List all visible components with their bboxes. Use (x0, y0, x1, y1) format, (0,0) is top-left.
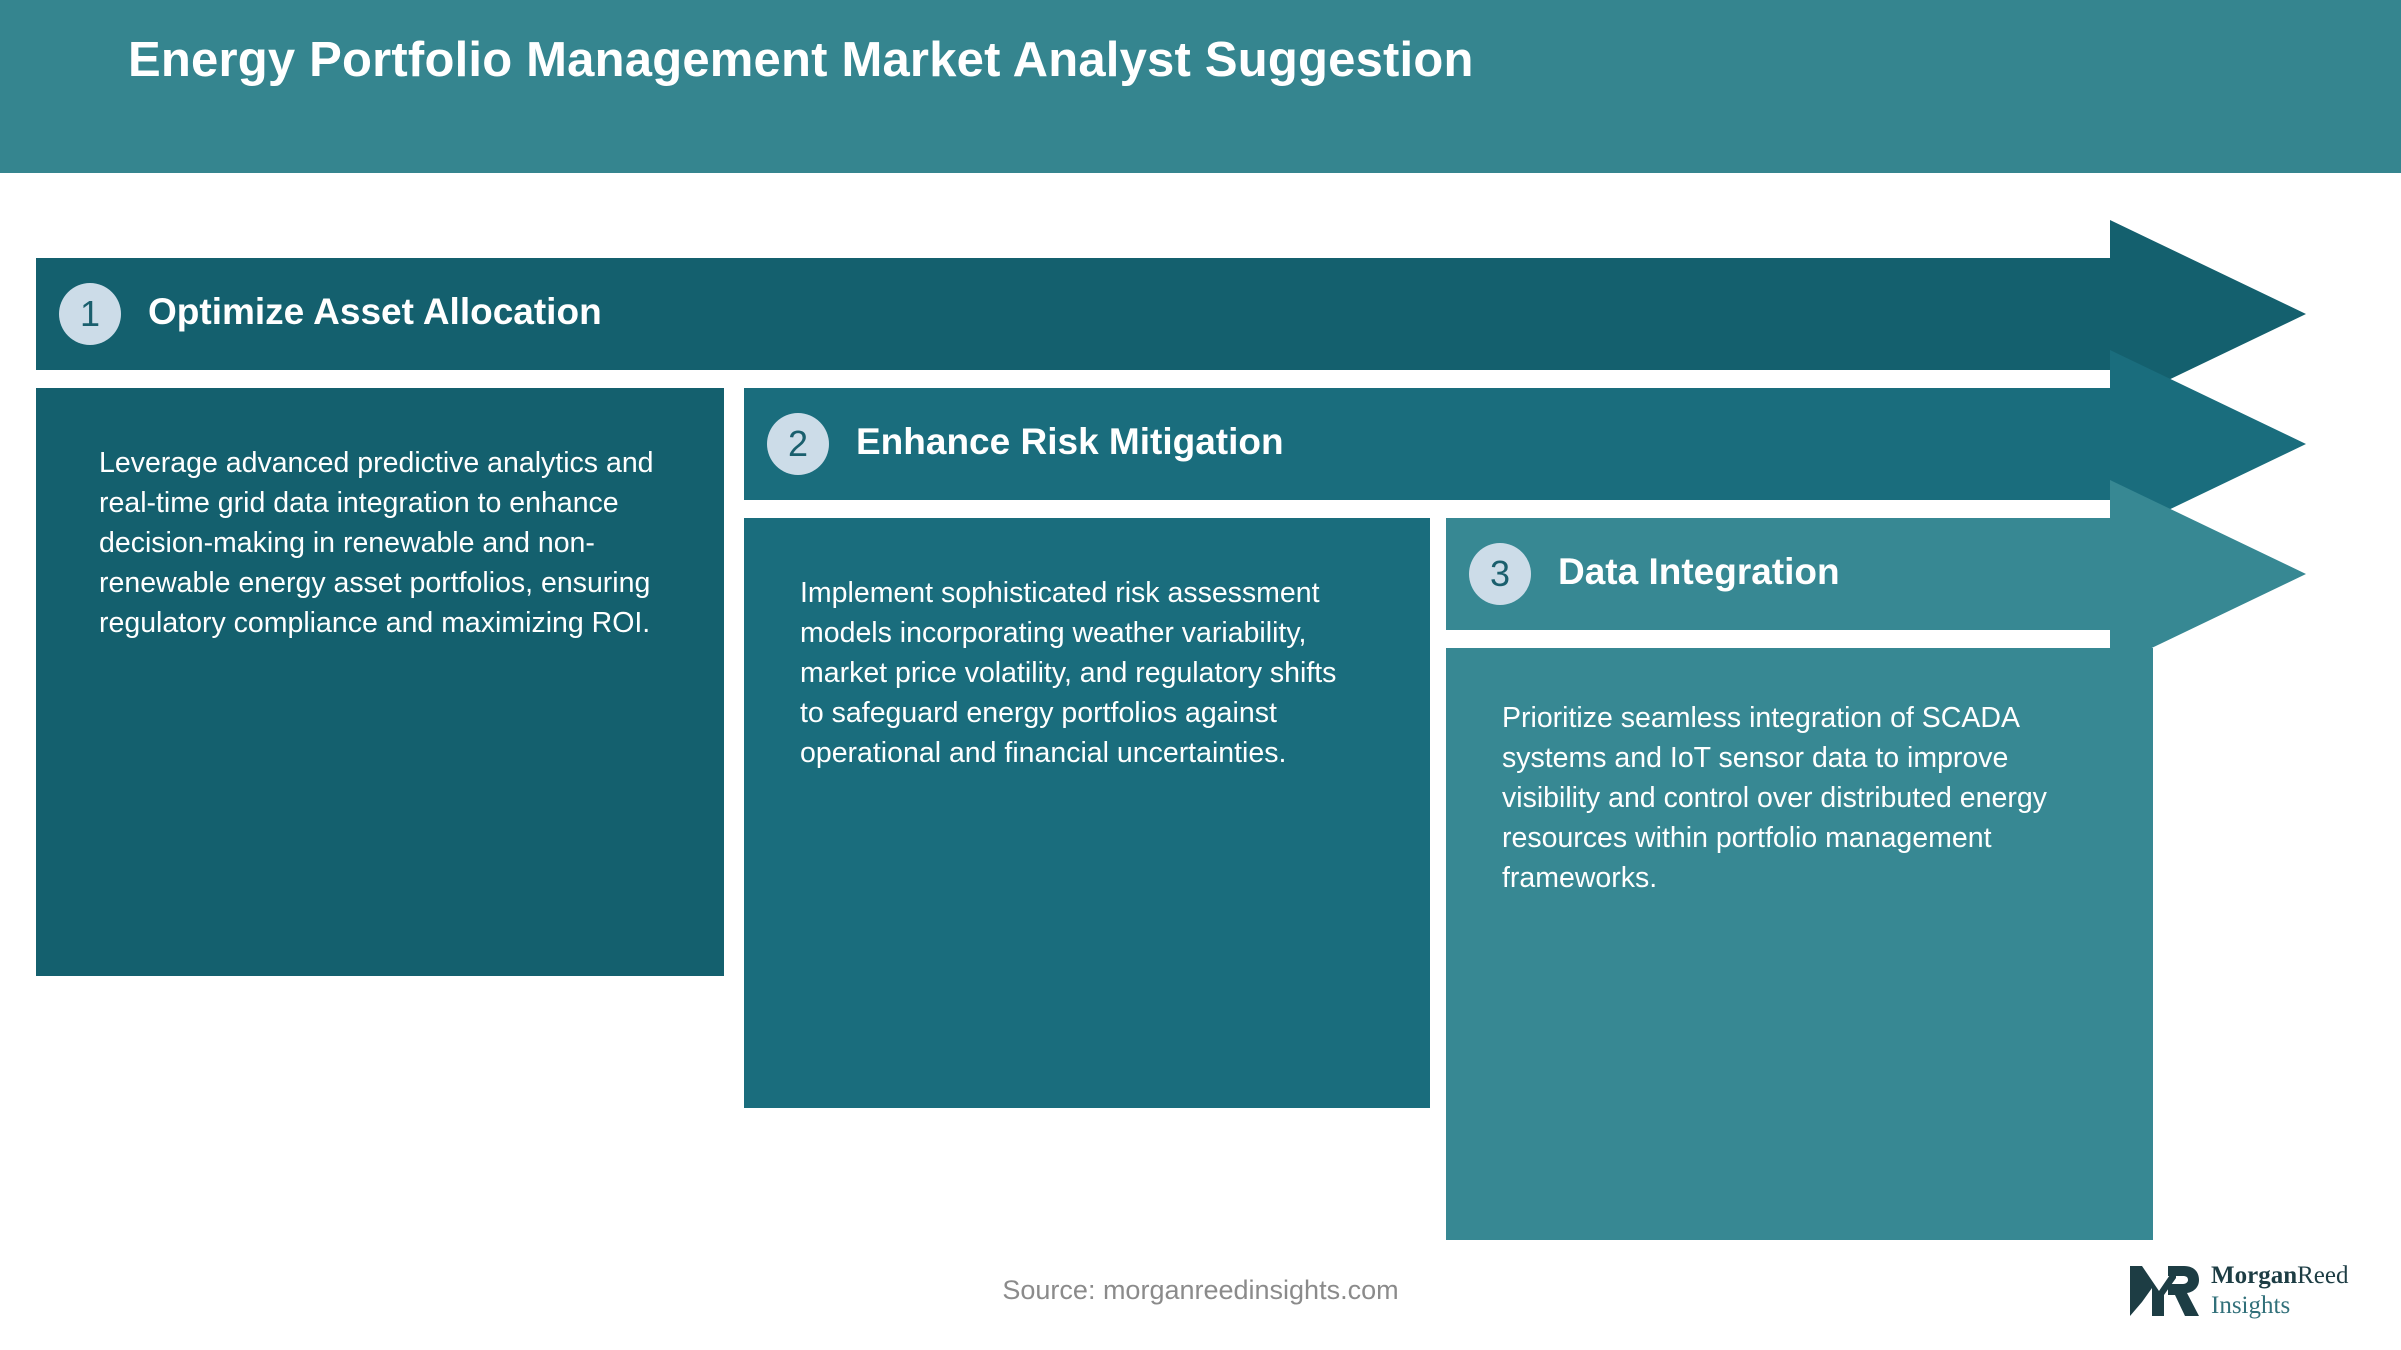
logo-wordmark: MorganReed Insights (2211, 1263, 2348, 1318)
step-2-card: Implement sophisticated risk assessment … (744, 518, 1430, 1108)
step-3-body: Prioritize seamless integration of SCADA… (1502, 702, 2047, 894)
arrow-band-2 (744, 350, 2306, 538)
step-1-badge: 1 (59, 283, 121, 345)
step-2-title: Enhance Risk Mitigation (856, 421, 1284, 462)
step-1-banner: 1 Optimize Asset Allocation (36, 220, 2306, 408)
step-1-title: Optimize Asset Allocation (148, 291, 602, 332)
source-note: Source: morganreedinsights.com (1002, 1275, 1399, 1305)
step-3-title: Data Integration (1558, 551, 1840, 592)
logo-reed: Reed (2297, 1261, 2349, 1289)
brand-logo: MorganReed Insights (2128, 1262, 2348, 1318)
page-title: Energy Portfolio Management Market Analy… (128, 33, 1474, 87)
step-2-badge: 2 (767, 413, 829, 475)
step-1-body: Leverage advanced predictive analytics a… (99, 447, 654, 639)
step-2-banner: 2 Enhance Risk Mitigation (744, 350, 2306, 538)
arrow-band-3 (1446, 480, 2306, 668)
mr-monogram-icon (2130, 1266, 2199, 1316)
logo-morgan: Morgan (2211, 1261, 2298, 1289)
step-3-card: Prioritize seamless integration of SCADA… (1446, 648, 2153, 1240)
step-2-body: Implement sophisticated risk assessment … (800, 577, 1337, 769)
step-1-card: Leverage advanced predictive analytics a… (36, 388, 724, 976)
step-3-badge: 3 (1469, 543, 1531, 605)
logo-line1: MorganReed (2211, 1263, 2348, 1288)
logo-insights: Insights (2211, 1291, 2291, 1319)
arrow-band-1 (36, 220, 2306, 408)
step-3-banner: 3 Data Integration (1446, 480, 2306, 668)
header-band (0, 0, 2401, 173)
